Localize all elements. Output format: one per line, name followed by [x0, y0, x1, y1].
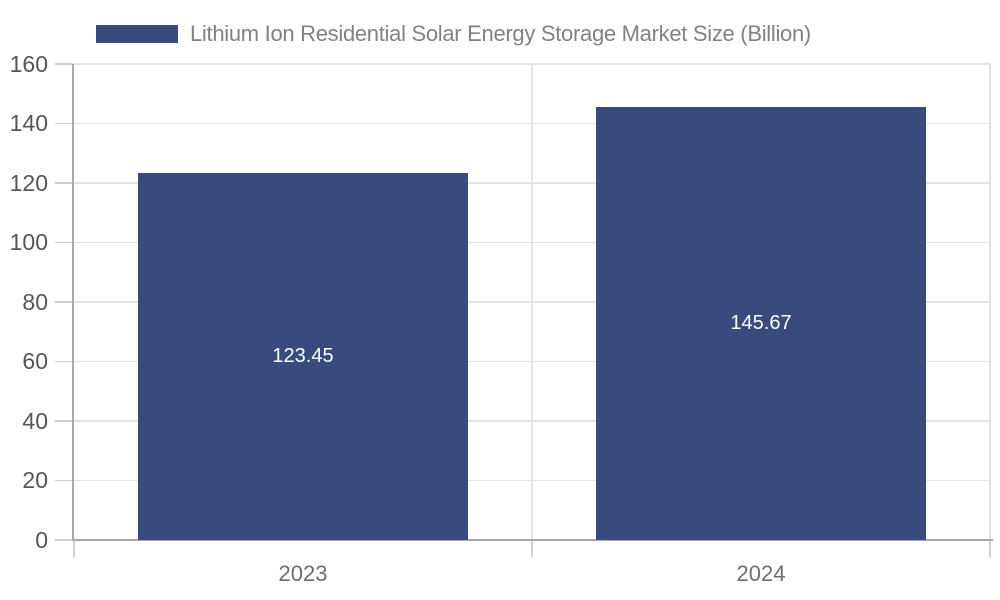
- chart-legend[interactable]: Lithium Ion Residential Solar Energy Sto…: [96, 20, 811, 48]
- bar-2023[interactable]: 123.45: [138, 172, 468, 540]
- bar-2024[interactable]: 145.67: [596, 106, 926, 540]
- y-axis-tick-label: 0: [35, 526, 48, 553]
- bar-value-label: 123.45: [272, 344, 334, 367]
- x-axis-tick: [531, 540, 533, 557]
- x-axis-tick-label: 2024: [736, 561, 786, 586]
- legend-label: Lithium Ion Residential Solar Energy Sto…: [190, 21, 811, 46]
- y-axis-tick-label: 80: [22, 288, 48, 315]
- y-axis-tick-label: 140: [9, 110, 48, 136]
- y-axis-tick: [55, 420, 73, 422]
- y-axis-tick-label: 120: [9, 169, 48, 196]
- y-axis-tick: [55, 539, 73, 541]
- x-axis-line: [72, 539, 993, 541]
- y-axis-tick-label: 100: [9, 229, 48, 255]
- y-axis-tick: [55, 241, 73, 244]
- x-axis-tick: [73, 540, 75, 557]
- y-axis-tick: [55, 360, 73, 363]
- y-axis-tick-label: 40: [22, 407, 48, 434]
- gridline-vertical: [989, 64, 991, 540]
- gridline-vertical: [531, 64, 533, 540]
- y-axis-tick: [55, 182, 73, 184]
- y-axis-tick: [55, 122, 73, 125]
- y-axis-tick: [55, 479, 73, 482]
- x-axis-tick-label: 2023: [278, 561, 328, 586]
- bar-value-label: 145.67: [730, 311, 792, 334]
- y-axis-line: [72, 64, 74, 540]
- y-axis-tick-label: 60: [22, 348, 48, 374]
- x-axis-tick: [989, 540, 991, 557]
- legend-swatch-icon: [96, 25, 178, 43]
- y-axis-tick-label: 20: [22, 467, 48, 493]
- y-axis-tick: [55, 301, 73, 303]
- y-axis-tick-label: 160: [9, 50, 48, 77]
- y-axis-tick: [55, 63, 73, 65]
